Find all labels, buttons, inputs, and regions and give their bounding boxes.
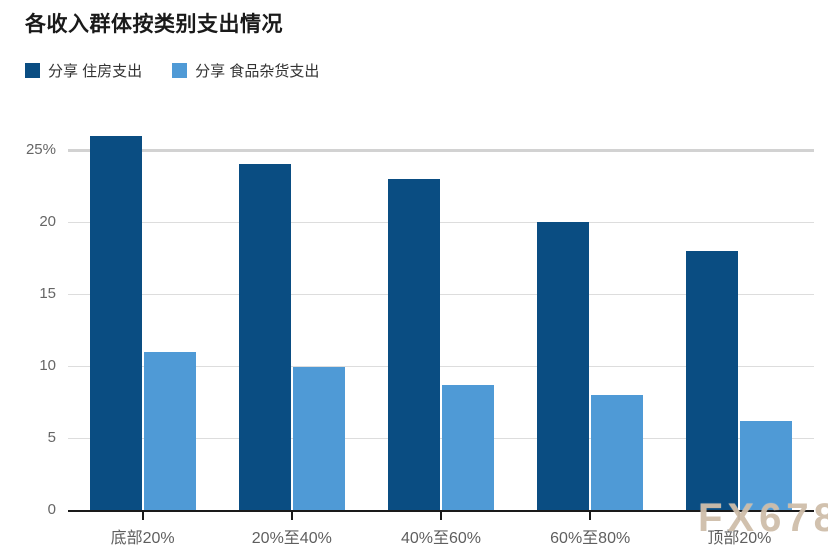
bar-housing [537,222,590,510]
x-axis-line [68,510,814,512]
gridline [68,294,814,295]
bar-groceries [442,384,494,510]
x-axis-label: 顶部20% [707,530,772,547]
bar-groceries [591,394,644,510]
x-axis-tick [440,512,442,520]
gridline [68,438,814,439]
bar-groceries [292,367,345,510]
bar-groceries [143,351,196,510]
x-axis-tick [589,512,592,520]
x-axis-label: 底部20% [110,530,175,547]
x-axis-label: 60%至80% [550,530,631,547]
legend-swatch-icon [25,63,40,78]
gridline [68,222,814,223]
bar-housing [686,250,739,510]
x-axis-tick [738,512,741,520]
y-axis-label: 5 [47,429,56,446]
watermark: FX678 [698,496,828,540]
y-axis-label: 20 [39,213,56,230]
y-axis-label: 10 [39,357,56,374]
bar-groceries [740,420,793,510]
y-axis-label: 25% [25,141,56,158]
gridline [68,149,814,152]
legend-label: 分享 住房支出 [48,63,143,80]
x-axis-label: 20%至40% [251,530,332,547]
y-axis-label: 15 [39,285,56,302]
bar-housing [238,164,291,510]
legend-label: 分享 食品杂货支出 [195,63,320,80]
chart-title: 各收入群体按类别支出情况 [25,13,283,36]
bar-housing [89,135,142,510]
x-axis-tick [290,512,293,520]
legend-item-groceries[interactable]: 分享 食品杂货支出 [172,60,319,81]
legend-item-housing[interactable]: 分享 住房支出 [25,60,142,81]
legend-swatch-icon [172,63,188,78]
gridline [68,366,814,367]
legend: 分享 住房支出 分享 食品杂货支出 [25,60,319,81]
x-axis-tick [141,512,144,520]
bar-housing [388,178,440,510]
y-axis-label: 0 [47,501,56,518]
x-axis-label: 40%至60% [400,530,482,547]
